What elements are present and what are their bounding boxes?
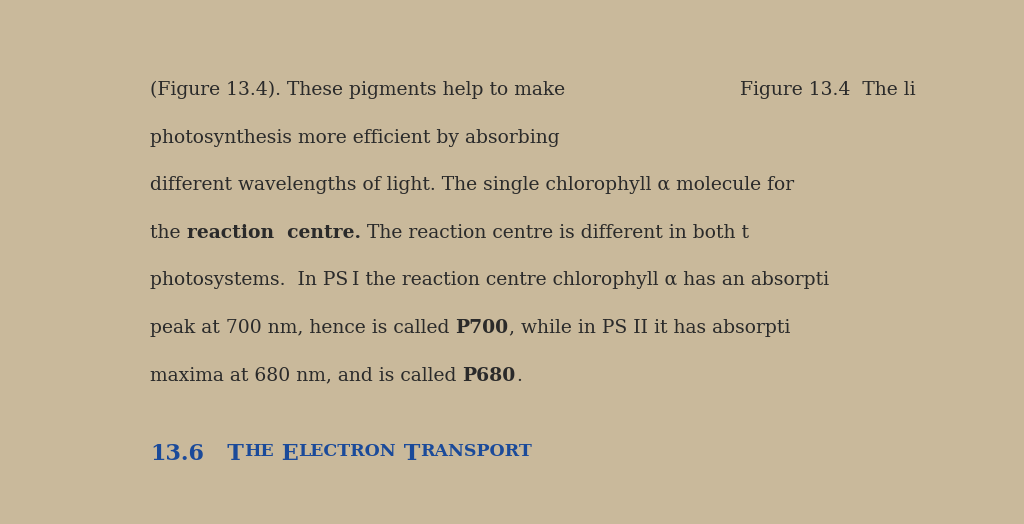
Text: P680: P680: [463, 367, 516, 385]
Text: the: the: [151, 224, 186, 242]
Text: 13.6: 13.6: [151, 443, 204, 465]
Text: reaction  centre.: reaction centre.: [186, 224, 360, 242]
Text: T: T: [396, 443, 421, 465]
Text: .: .: [516, 367, 521, 385]
Text: P700: P700: [456, 319, 509, 337]
Text: RANSPORT: RANSPORT: [421, 443, 532, 460]
Text: peak at 700 nm, hence is called: peak at 700 nm, hence is called: [151, 319, 456, 337]
Text: photosynthesis more efficient by absorbing: photosynthesis more efficient by absorbi…: [151, 129, 560, 147]
Text: (Figure 13.4). These pigments help to make: (Figure 13.4). These pigments help to ma…: [151, 81, 565, 99]
Text: , while in PS II it has absorpti: , while in PS II it has absorpti: [509, 319, 794, 337]
Text: different wavelengths of light. The single chlorophyll α molecule for: different wavelengths of light. The sing…: [151, 176, 798, 194]
Text: HE: HE: [244, 443, 273, 460]
Text: T: T: [204, 443, 244, 465]
Text: E: E: [273, 443, 298, 465]
Text: maxima at 680 nm, and is called: maxima at 680 nm, and is called: [151, 367, 463, 385]
Text: LECTRON: LECTRON: [298, 443, 396, 460]
Text: photosystems.  In PS I the reaction centre chlorophyll α has an absorpti: photosystems. In PS I the reaction centr…: [151, 271, 834, 289]
Text: Figure 13.4  The li: Figure 13.4 The li: [620, 81, 915, 99]
Text: The reaction centre is different in both t: The reaction centre is different in both…: [360, 224, 753, 242]
